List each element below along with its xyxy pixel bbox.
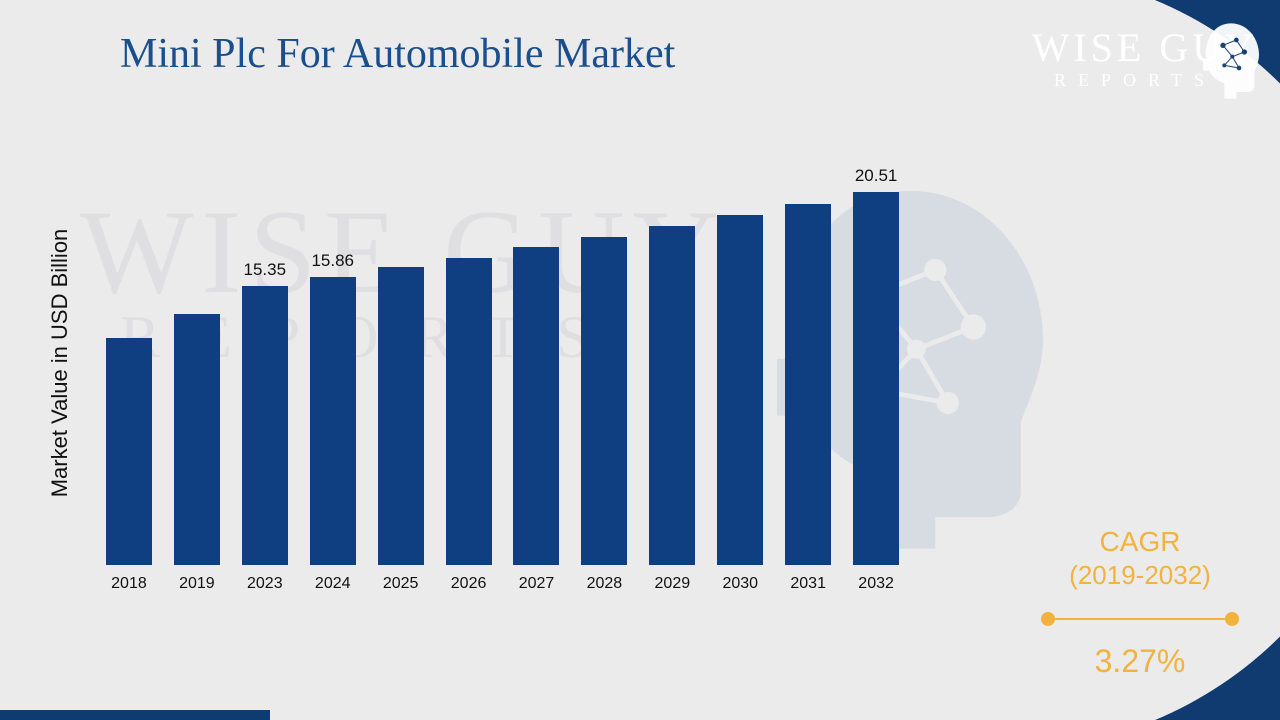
x-category-label: 2030 [706, 565, 774, 593]
bar-slot [503, 165, 571, 565]
bar [513, 247, 559, 565]
bar [378, 267, 424, 565]
x-category-label: 2026 [435, 565, 503, 593]
x-category-label: 2031 [774, 565, 842, 593]
bar-slot: 15.35 [231, 165, 299, 565]
bar [106, 338, 152, 565]
bar-value-label: 15.35 [244, 260, 287, 280]
bar [785, 204, 831, 565]
bar [446, 258, 492, 565]
bar [649, 226, 695, 565]
cagr-block: CAGR (2019-2032) 3.27% [1030, 526, 1250, 680]
cagr-range: (2019-2032) [1030, 560, 1250, 591]
x-category-label: 2023 [231, 565, 299, 593]
bar-slot [706, 165, 774, 565]
bar [310, 277, 356, 565]
bar-value-label: 15.86 [311, 251, 354, 271]
bar-slot [638, 165, 706, 565]
x-category-label: 2025 [367, 565, 435, 593]
x-category-label: 2018 [95, 565, 163, 593]
x-category-label: 2032 [842, 565, 910, 593]
bar [853, 192, 899, 565]
y-axis-label: Market Value in USD Billion [47, 163, 73, 563]
bottom-strip [0, 710, 270, 720]
chart-infographic: WISE GUY REPORTS Mini Plc For Automobile… [0, 0, 1280, 720]
bar-slot [367, 165, 435, 565]
bar [242, 286, 288, 565]
x-category-label: 2019 [163, 565, 231, 593]
cagr-divider [1045, 609, 1235, 629]
bar-slot [163, 165, 231, 565]
bar-slot [435, 165, 503, 565]
cagr-line [1045, 618, 1235, 620]
x-category-label: 2029 [638, 565, 706, 593]
bar-value-label: 20.51 [855, 166, 898, 186]
bar-slot [570, 165, 638, 565]
chart-plot: 15.35 15.86 20.51 [95, 165, 910, 565]
bar [174, 314, 220, 565]
logo-sub-text: REPORTS [998, 70, 1216, 91]
x-category-label: 2028 [570, 565, 638, 593]
brand-logo: WISE GUY REPORTS [998, 28, 1258, 91]
x-category-label: 2024 [299, 565, 367, 593]
bar-slot [95, 165, 163, 565]
cagr-dot-left [1041, 612, 1055, 626]
bars-container: 15.35 15.86 20.51 [95, 165, 910, 565]
chart-title: Mini Plc For Automobile Market [120, 30, 675, 78]
x-category-label: 2027 [503, 565, 571, 593]
bar-slot: 20.51 [842, 165, 910, 565]
bar [581, 237, 627, 565]
chart-area: Market Value in USD Billion 15.35 15.86 20… [40, 165, 910, 615]
cagr-value: 3.27% [1030, 643, 1250, 680]
x-categories: 2018201920232024202520262027202820292030… [95, 565, 910, 593]
cagr-dot-right [1225, 612, 1239, 626]
logo-head-icon [1196, 20, 1266, 100]
bar-slot [774, 165, 842, 565]
bar [717, 215, 763, 565]
cagr-label: CAGR [1030, 526, 1250, 558]
bar-slot: 15.86 [299, 165, 367, 565]
